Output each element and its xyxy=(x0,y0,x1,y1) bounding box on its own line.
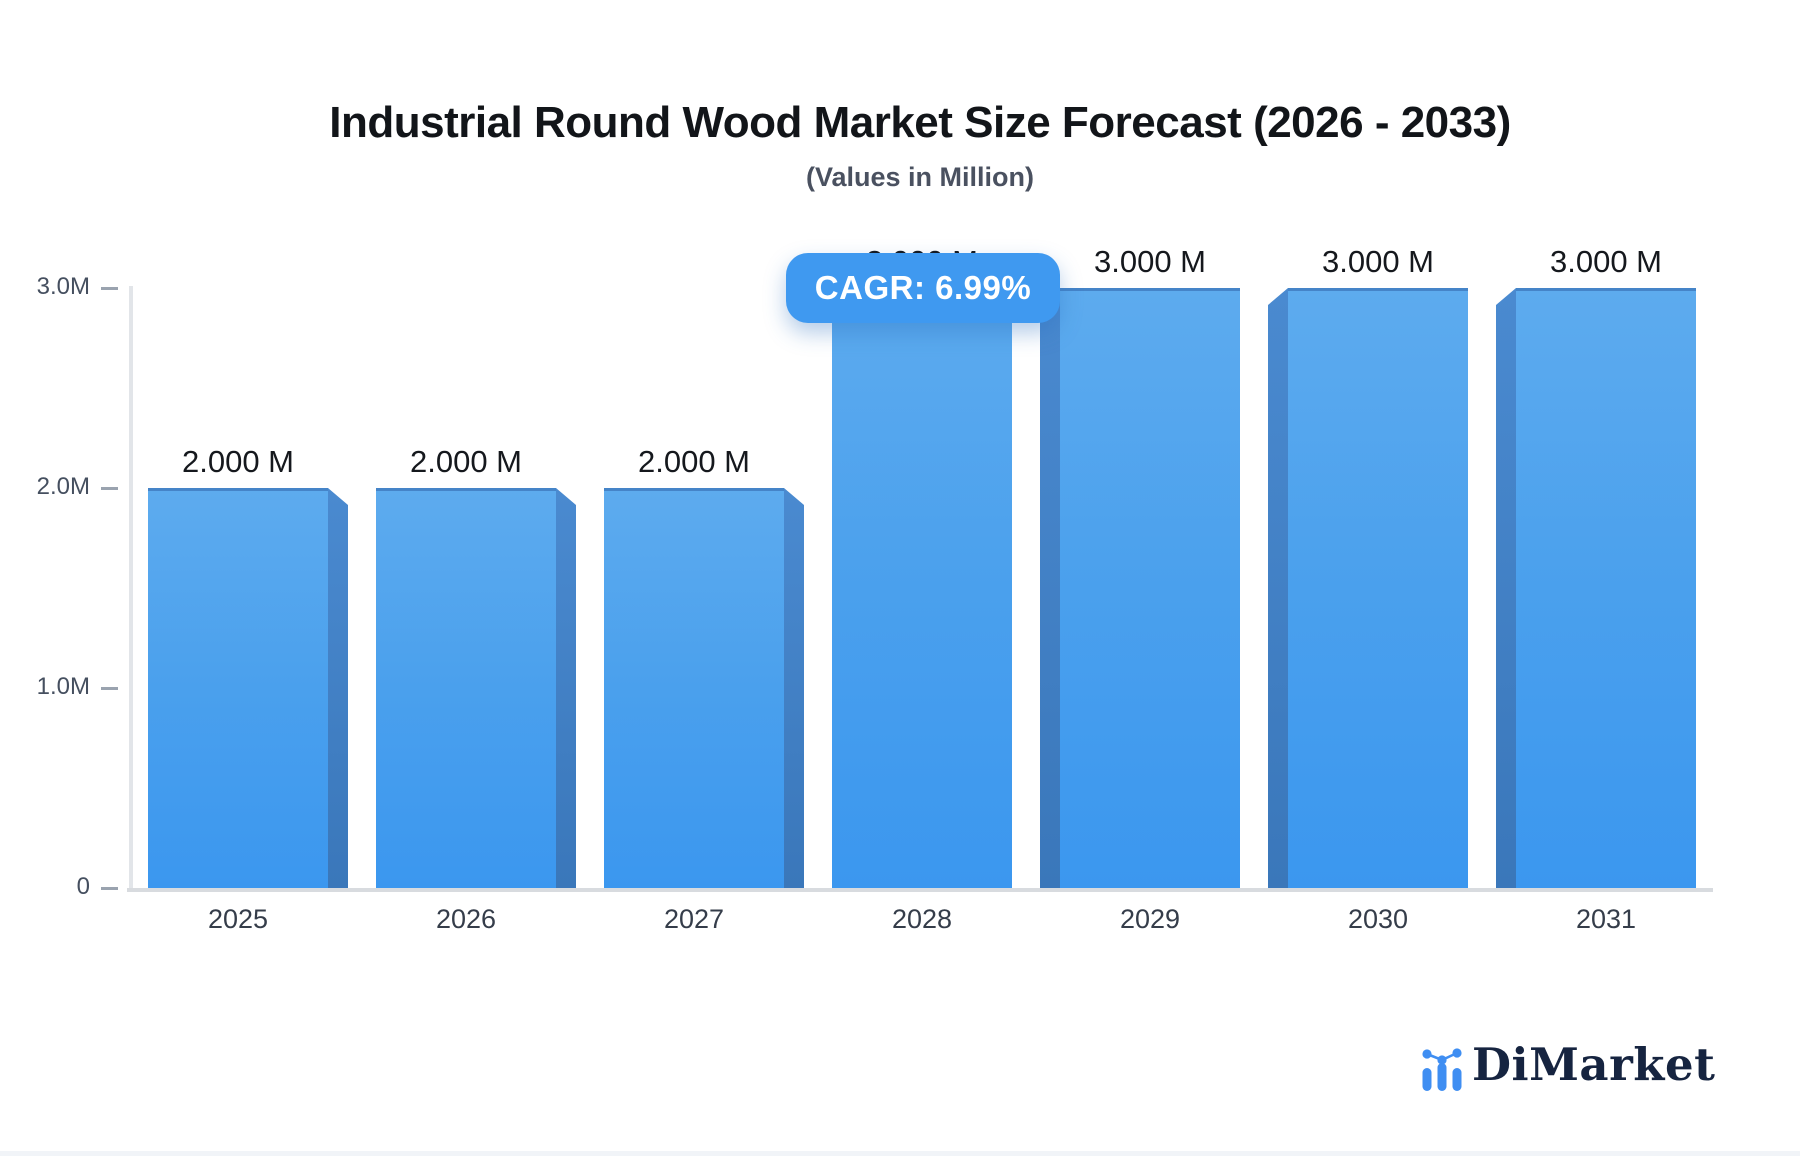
bar-side-face xyxy=(784,488,804,888)
bar-side-face xyxy=(328,488,348,888)
bar-value-label: 2.000 M xyxy=(181,444,294,479)
bar-chart-logo-icon xyxy=(1422,1048,1462,1091)
bar-value-label: 3.000 M xyxy=(1321,244,1434,279)
bar xyxy=(376,488,556,888)
y-tick-label: 0 xyxy=(76,873,90,900)
x-tick-label: 2030 xyxy=(1347,904,1409,934)
cagr-badge: CAGR: 6.99% xyxy=(786,253,1060,323)
bar xyxy=(604,488,784,888)
x-tick-label: 2028 xyxy=(891,904,953,934)
bar-value-label: 3.000 M xyxy=(1093,244,1206,279)
y-tick-dash xyxy=(101,687,118,690)
bar-side-face xyxy=(1496,288,1516,888)
y-tick-label: 3.0M xyxy=(36,273,90,300)
page-bottom-edge xyxy=(0,1151,1800,1156)
chart-subtitle: (Values in Million) xyxy=(805,162,1035,192)
brand-name: DiMarket xyxy=(1472,1038,1716,1091)
bar-value-label: 2.000 M xyxy=(409,444,522,479)
x-tick-label: 2025 xyxy=(207,904,269,934)
x-tick-label: 2027 xyxy=(663,904,725,934)
bar-value-label: 3.000 M xyxy=(1549,244,1662,279)
bar xyxy=(1516,288,1696,888)
x-tick-label: 2029 xyxy=(1119,904,1181,934)
brand-logo: DiMarket xyxy=(1412,1038,1715,1092)
bar-side-face xyxy=(556,488,576,888)
y-tick-label: 2.0M xyxy=(36,473,90,500)
x-tick-label: 2026 xyxy=(435,904,497,934)
bar-value-label: 2.000 M xyxy=(637,444,750,479)
y-tick-label: 1.0M xyxy=(36,673,90,700)
x-tick-label: 2031 xyxy=(1575,904,1637,934)
y-tick-dash xyxy=(101,487,118,490)
bar-side-face xyxy=(1040,288,1060,888)
chart-title: Industrial Round Wood Market Size Foreca… xyxy=(329,98,1511,147)
bar-side-face xyxy=(1268,288,1288,888)
y-tick-dash xyxy=(101,887,118,890)
bar xyxy=(1060,288,1240,888)
bar xyxy=(832,288,1012,888)
x-axis-line xyxy=(127,888,1713,892)
bar xyxy=(148,488,328,888)
bar xyxy=(1288,288,1468,888)
y-tick-dash xyxy=(101,287,118,290)
y-axis-line xyxy=(129,286,133,892)
